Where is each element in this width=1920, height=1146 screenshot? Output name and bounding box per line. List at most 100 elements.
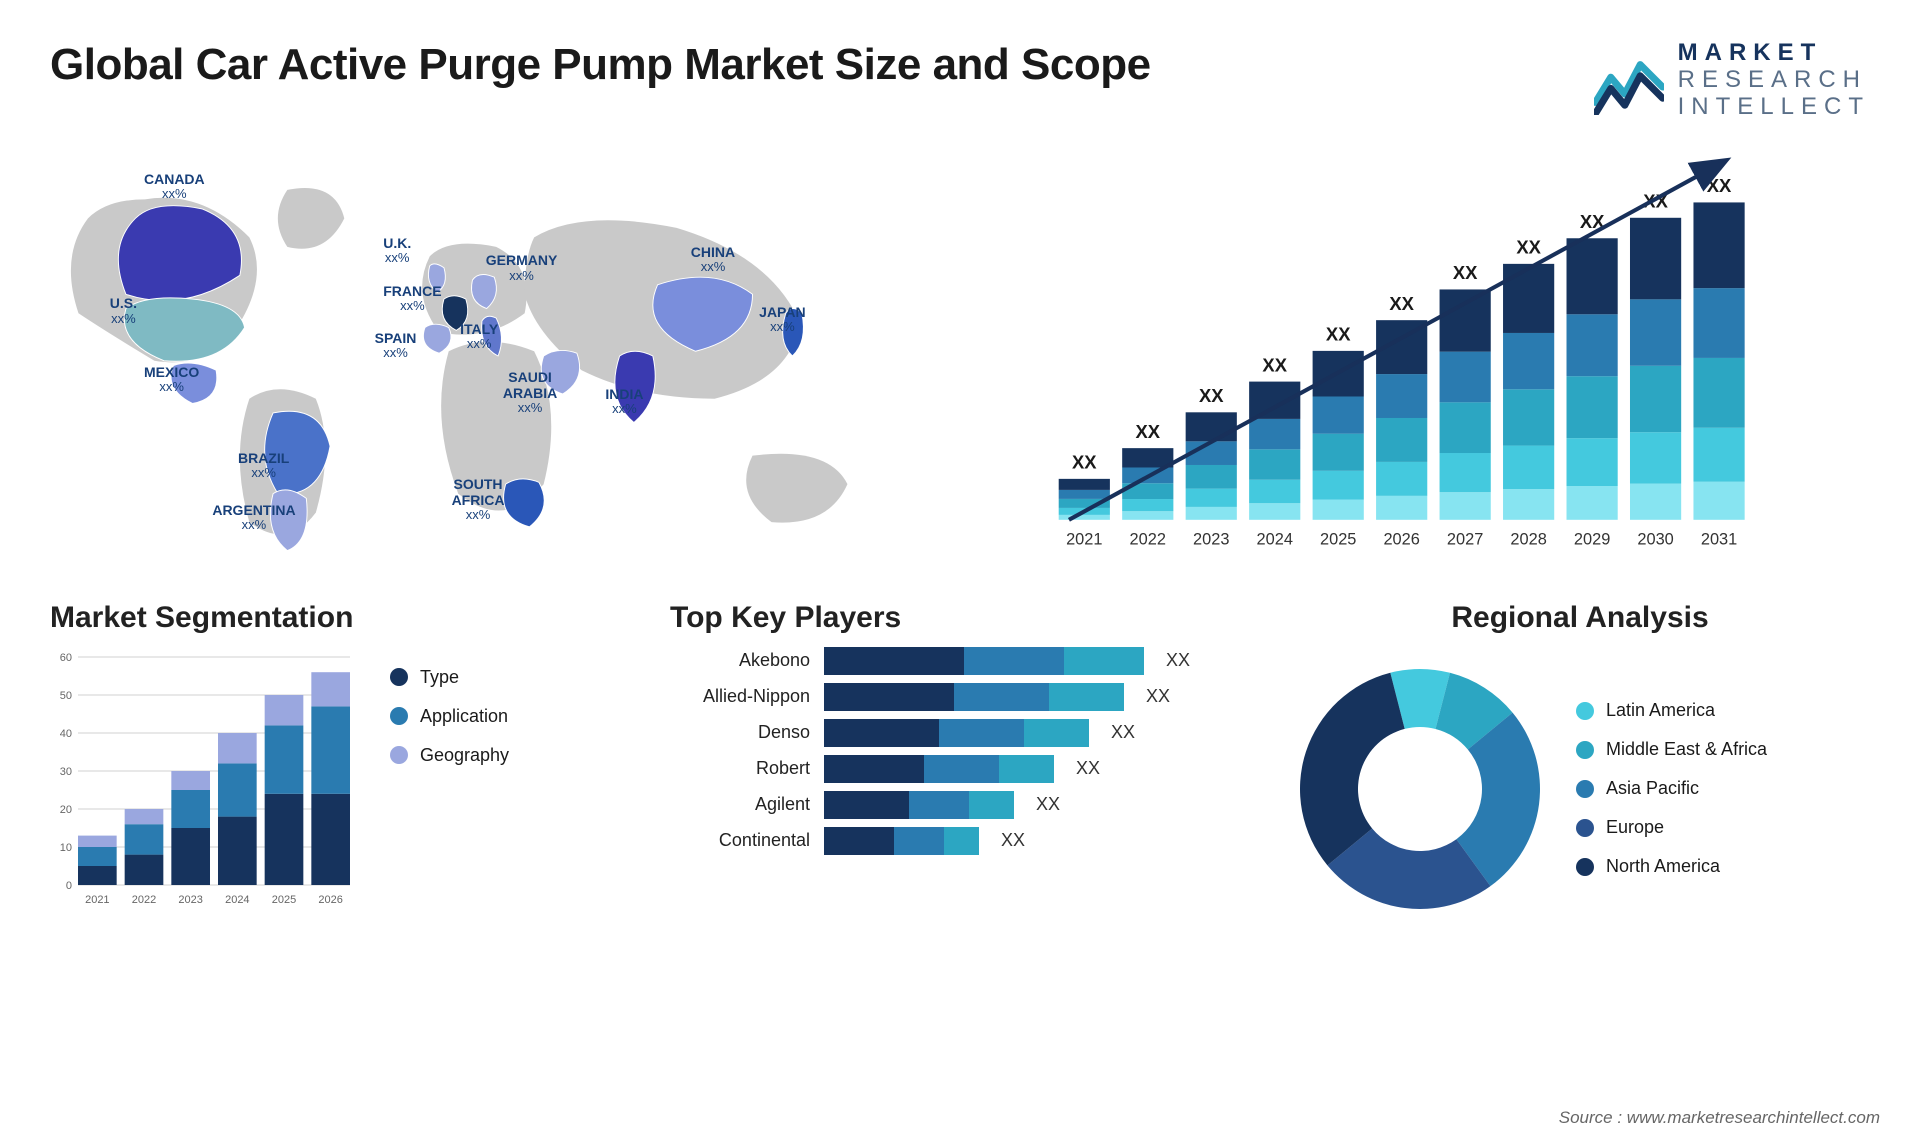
svg-text:2024: 2024 xyxy=(225,894,249,906)
key-player-value: XX xyxy=(1166,650,1190,671)
svg-text:XX: XX xyxy=(1517,236,1542,257)
page-title: Global Car Active Purge Pump Market Size… xyxy=(50,40,1151,90)
legend-swatch xyxy=(1576,858,1594,876)
legend-label: Asia Pacific xyxy=(1606,778,1699,799)
bar-segment xyxy=(954,683,1049,711)
segmentation-panel: Market Segmentation 01020304050602021202… xyxy=(50,601,630,931)
key-player-bar xyxy=(824,683,1124,711)
svg-text:2024: 2024 xyxy=(1257,530,1293,548)
regional-panel: Regional Analysis Latin America Middle Ea… xyxy=(1290,601,1870,931)
svg-text:2031: 2031 xyxy=(1701,530,1737,548)
svg-text:2029: 2029 xyxy=(1574,530,1610,548)
svg-text:2022: 2022 xyxy=(1130,530,1166,548)
legend-swatch xyxy=(1576,819,1594,837)
svg-text:2025: 2025 xyxy=(1320,530,1356,548)
key-player-row: Agilent XX xyxy=(670,791,1250,819)
map-label: ARGENTINAxx% xyxy=(212,502,295,533)
svg-text:2021: 2021 xyxy=(1066,530,1102,548)
legend-label: Type xyxy=(420,667,459,688)
segmentation-title: Market Segmentation xyxy=(50,601,630,635)
svg-text:2028: 2028 xyxy=(1511,530,1547,548)
key-player-name: Akebono xyxy=(670,650,810,671)
svg-text:XX: XX xyxy=(1263,354,1288,375)
bar-segment xyxy=(924,755,999,783)
map-label: SPAINxx% xyxy=(375,330,417,361)
bar-segment xyxy=(939,719,1024,747)
bar-segment xyxy=(1024,719,1089,747)
legend-swatch xyxy=(1576,702,1594,720)
key-player-value: XX xyxy=(1001,830,1025,851)
logo-text-2: RESEARCH xyxy=(1678,67,1870,94)
bar-segment xyxy=(824,791,909,819)
regional-legend: Latin America Middle East & Africa Asia Pa… xyxy=(1576,700,1767,877)
svg-text:30: 30 xyxy=(60,766,72,778)
key-player-value: XX xyxy=(1076,758,1100,779)
svg-text:2026: 2026 xyxy=(1384,530,1420,548)
key-player-row: Akebono XX xyxy=(670,647,1250,675)
legend-item: Application xyxy=(390,706,509,727)
svg-text:2021: 2021 xyxy=(85,894,109,906)
svg-text:2022: 2022 xyxy=(132,894,156,906)
legend-item: Type xyxy=(390,667,509,688)
source-text: Source : www.marketresearchintellect.com xyxy=(1559,1108,1880,1128)
legend-label: Geography xyxy=(420,745,509,766)
svg-text:10: 10 xyxy=(60,842,72,854)
legend-label: Europe xyxy=(1606,817,1664,838)
svg-text:XX: XX xyxy=(1453,262,1478,283)
legend-label: Middle East & Africa xyxy=(1606,739,1767,760)
legend-label: Latin America xyxy=(1606,700,1715,721)
svg-text:2030: 2030 xyxy=(1638,530,1674,548)
svg-text:2025: 2025 xyxy=(272,894,296,906)
key-player-row: Allied-Nippon XX xyxy=(670,683,1250,711)
key-player-name: Robert xyxy=(670,758,810,779)
map-label: JAPANxx% xyxy=(759,304,805,335)
svg-text:XX: XX xyxy=(1136,421,1161,442)
bar-segment xyxy=(1064,647,1144,675)
svg-text:XX: XX xyxy=(1326,323,1351,344)
key-player-name: Agilent xyxy=(670,794,810,815)
map-label: GERMANYxx% xyxy=(486,252,558,283)
key-player-bar xyxy=(824,827,979,855)
key-players-panel: Top Key Players AkebonoXXAllied-NipponXX… xyxy=(670,601,1250,931)
legend-item: Latin America xyxy=(1576,700,1767,721)
bar-segment xyxy=(824,683,954,711)
key-player-bar xyxy=(824,719,1089,747)
svg-text:2023: 2023 xyxy=(1193,530,1229,548)
svg-text:60: 60 xyxy=(60,652,72,664)
segmentation-bar-chart: 0102030405060202120222023202420252026 xyxy=(50,647,370,927)
bar-segment xyxy=(824,719,939,747)
legend-swatch xyxy=(1576,780,1594,798)
legend-item: North America xyxy=(1576,856,1767,877)
map-label: U.K.xx% xyxy=(383,235,411,266)
forecast-bar-chart: XX 2021 XX 2022 XX 2023 XX 2024 XX 2025 XX 2026 XX 20… xyxy=(944,141,1870,571)
map-label: SOUTHAFRICAxx% xyxy=(452,476,505,523)
key-player-bar xyxy=(824,647,1144,675)
legend-item: Middle East & Africa xyxy=(1576,739,1767,760)
regional-title: Regional Analysis xyxy=(1290,601,1870,635)
key-player-name: Continental xyxy=(670,830,810,851)
svg-text:0: 0 xyxy=(66,880,72,892)
bar-segment xyxy=(969,791,1014,819)
key-player-name: Allied-Nippon xyxy=(670,686,810,707)
brand-logo: MARKET RESEARCH INTELLECT xyxy=(1594,40,1870,121)
bar-segment xyxy=(824,755,924,783)
key-player-value: XX xyxy=(1036,794,1060,815)
forecast-chart-panel: XX 2021 XX 2022 XX 2023 XX 2024 XX 2025 XX 2026 XX 20… xyxy=(944,141,1870,571)
legend-item: Asia Pacific xyxy=(1576,778,1767,799)
svg-text:XX: XX xyxy=(1390,293,1415,314)
bar-segment xyxy=(824,647,964,675)
key-player-value: XX xyxy=(1146,686,1170,707)
legend-label: Application xyxy=(420,706,508,727)
svg-text:2026: 2026 xyxy=(318,894,342,906)
logo-icon xyxy=(1594,45,1664,115)
bar-segment xyxy=(909,791,969,819)
map-label: SAUDIARABIAxx% xyxy=(503,369,557,416)
map-label: FRANCExx% xyxy=(383,283,441,314)
logo-text-3: INTELLECT xyxy=(1678,94,1870,121)
logo-text-1: MARKET xyxy=(1678,40,1870,67)
key-player-row: Robert XX xyxy=(670,755,1250,783)
bar-segment xyxy=(894,827,944,855)
key-player-value: XX xyxy=(1111,722,1135,743)
map-label: CANADAxx% xyxy=(144,171,205,202)
svg-text:XX: XX xyxy=(1072,451,1097,472)
